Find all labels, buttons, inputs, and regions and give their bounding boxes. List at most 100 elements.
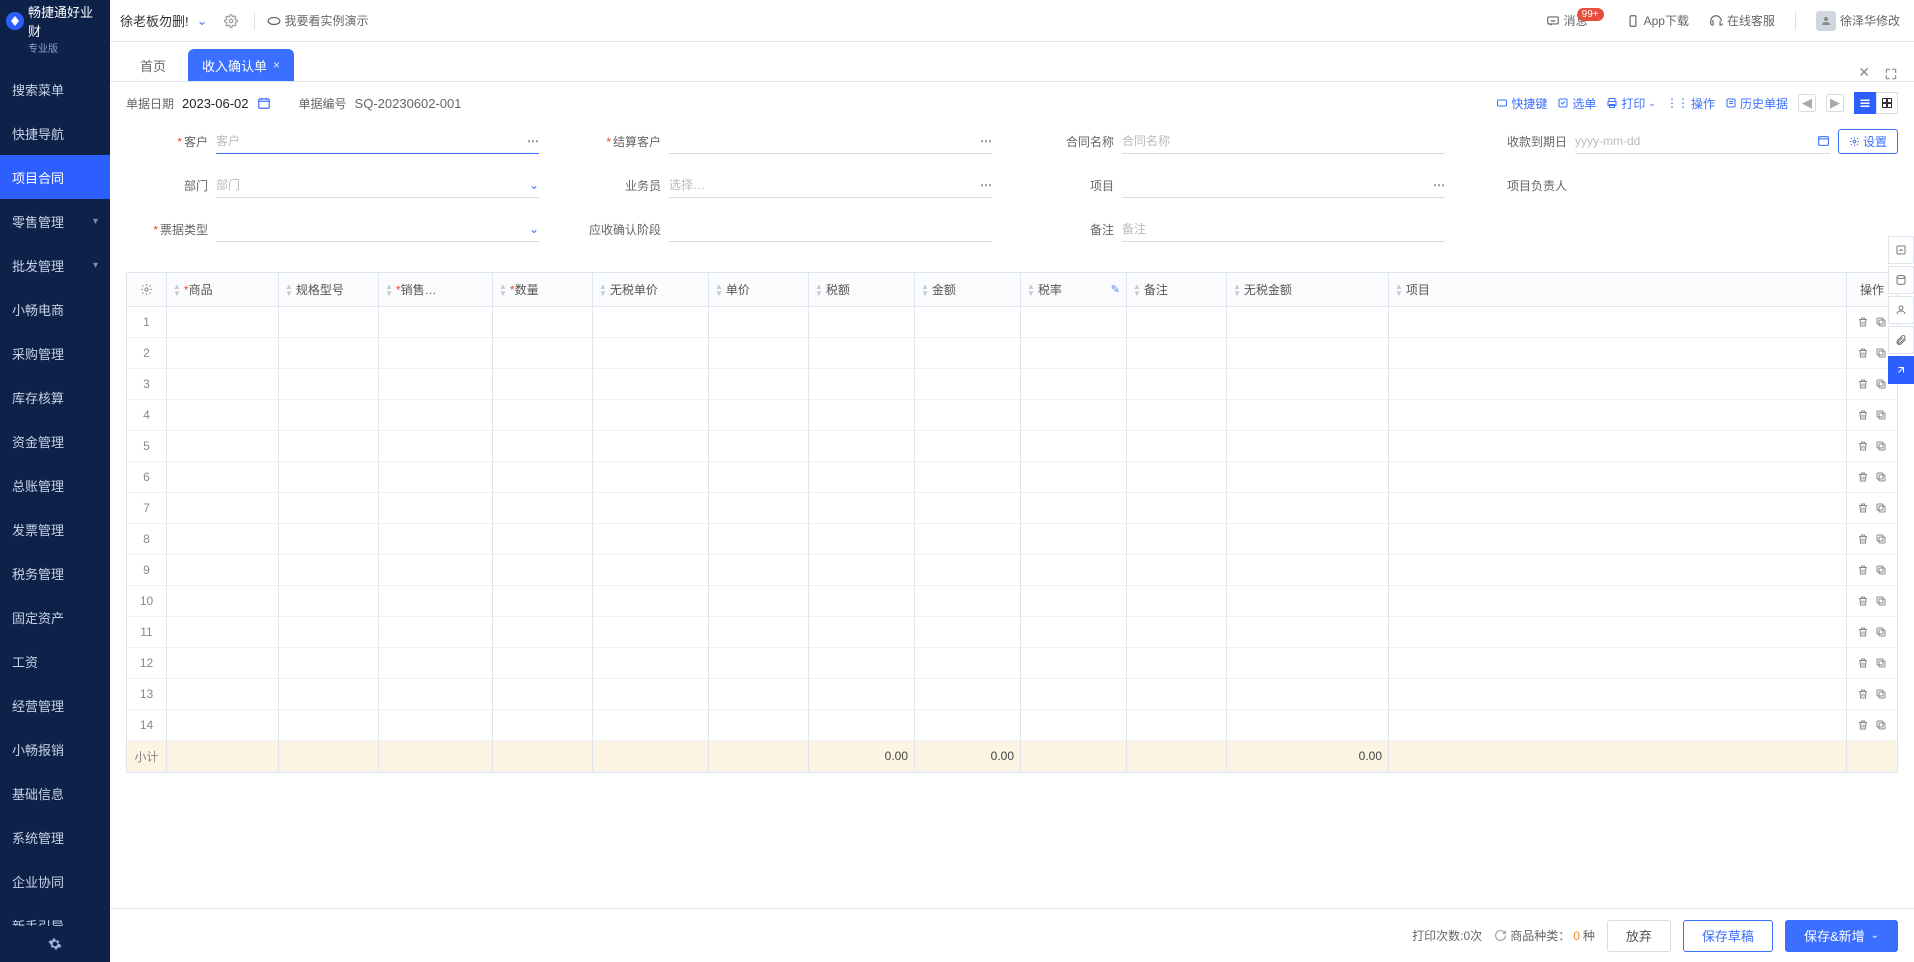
cell-tax-amount[interactable] (809, 617, 915, 647)
cell-spec[interactable] (279, 524, 379, 554)
cell-spec[interactable] (279, 493, 379, 523)
cell-notax-price[interactable] (593, 493, 709, 523)
table-row[interactable]: 3 (127, 369, 1897, 400)
cell-tax-amount[interactable] (809, 710, 915, 740)
delete-row-icon[interactable] (1857, 316, 1869, 328)
more-icon[interactable]: ⋯ (1433, 178, 1445, 192)
app-download-button[interactable]: App下载 (1622, 12, 1693, 29)
cell-memo[interactable] (1127, 524, 1227, 554)
copy-row-icon[interactable] (1875, 533, 1887, 545)
cell-price[interactable] (709, 400, 809, 430)
sidebar-item[interactable]: 税务管理 (0, 551, 110, 595)
prev-doc-button[interactable]: ◀ (1798, 94, 1816, 112)
col-price[interactable]: ▲▼单价 (709, 273, 809, 306)
cell-spec[interactable] (279, 710, 379, 740)
cell-product[interactable] (167, 462, 279, 492)
table-row[interactable]: 11 (127, 617, 1897, 648)
cell-product[interactable] (167, 617, 279, 647)
sidebar-settings[interactable] (0, 926, 110, 962)
cell-spec[interactable] (279, 462, 379, 492)
sidebar-item[interactable]: 固定资产 (0, 595, 110, 639)
cell-amount[interactable] (915, 462, 1021, 492)
cell-sale[interactable] (379, 679, 493, 709)
delete-row-icon[interactable] (1857, 688, 1869, 700)
dept-input[interactable]: 部门 ⌄ (216, 172, 539, 198)
select-doc-button[interactable]: 选单 (1557, 95, 1596, 112)
cell-qty[interactable] (493, 431, 593, 461)
sidebar-item[interactable]: 快捷导航 (0, 111, 110, 155)
cell-notax-amount[interactable] (1227, 400, 1389, 430)
project-input[interactable]: ⋯ (1122, 172, 1445, 198)
more-icon[interactable]: ⋯ (527, 134, 539, 148)
cell-tax-amount[interactable] (809, 369, 915, 399)
table-row[interactable]: 7 (127, 493, 1897, 524)
cell-amount[interactable] (915, 431, 1021, 461)
cell-product[interactable] (167, 679, 279, 709)
cell-qty[interactable] (493, 679, 593, 709)
tool-attachment-icon[interactable] (1888, 326, 1914, 354)
cell-tax-rate[interactable] (1021, 431, 1127, 461)
cell-qty[interactable] (493, 524, 593, 554)
sidebar-item[interactable]: 搜索菜单 (0, 67, 110, 111)
cell-notax-price[interactable] (593, 524, 709, 554)
cell-project[interactable] (1389, 431, 1847, 461)
table-row[interactable]: 12 (127, 648, 1897, 679)
more-icon[interactable]: ⋯ (980, 134, 992, 148)
account-selector[interactable]: 徐老板勿删! ⌄ (120, 11, 208, 30)
cell-notax-amount[interactable] (1227, 338, 1389, 368)
cell-notax-price[interactable] (593, 586, 709, 616)
calendar-icon[interactable] (1817, 134, 1830, 147)
cell-memo[interactable] (1127, 493, 1227, 523)
cell-tax-amount[interactable] (809, 493, 915, 523)
cell-notax-price[interactable] (593, 431, 709, 461)
cell-sale[interactable] (379, 493, 493, 523)
cell-memo[interactable] (1127, 710, 1227, 740)
copy-row-icon[interactable] (1875, 409, 1887, 421)
cell-tax-amount[interactable] (809, 338, 915, 368)
table-row[interactable]: 13 (127, 679, 1897, 710)
delete-row-icon[interactable] (1857, 657, 1869, 669)
cell-notax-price[interactable] (593, 338, 709, 368)
cell-amount[interactable] (915, 586, 1021, 616)
table-row[interactable]: 9 (127, 555, 1897, 586)
tool-card-icon[interactable] (1888, 236, 1914, 264)
sidebar-item[interactable]: 库存核算 (0, 375, 110, 419)
cell-memo[interactable] (1127, 555, 1227, 585)
cell-memo[interactable] (1127, 679, 1227, 709)
delete-row-icon[interactable] (1857, 409, 1869, 421)
table-row[interactable]: 8 (127, 524, 1897, 555)
table-row[interactable]: 1 (127, 307, 1897, 338)
table-row[interactable]: 14 (127, 710, 1897, 741)
cell-sale[interactable] (379, 307, 493, 337)
table-row[interactable]: 5 (127, 431, 1897, 462)
cell-tax-rate[interactable] (1021, 648, 1127, 678)
cell-sale[interactable] (379, 648, 493, 678)
cell-tax-amount[interactable] (809, 679, 915, 709)
cell-memo[interactable] (1127, 307, 1227, 337)
cell-price[interactable] (709, 369, 809, 399)
col-spec[interactable]: ▲▼规格型号 (279, 273, 379, 306)
calendar-icon[interactable] (257, 96, 271, 110)
tool-storage-icon[interactable] (1888, 266, 1914, 294)
cell-product[interactable] (167, 307, 279, 337)
sidebar-item[interactable]: 小畅报销 (0, 727, 110, 771)
cell-memo[interactable] (1127, 400, 1227, 430)
cell-notax-price[interactable] (593, 617, 709, 647)
table-row[interactable]: 2 (127, 338, 1897, 369)
cell-tax-amount[interactable] (809, 586, 915, 616)
cell-notax-amount[interactable] (1227, 648, 1389, 678)
cell-project[interactable] (1389, 524, 1847, 554)
copy-row-icon[interactable] (1875, 719, 1887, 731)
col-project[interactable]: ▲▼项目 (1389, 273, 1847, 306)
cell-project[interactable] (1389, 369, 1847, 399)
sidebar-item[interactable]: 经营管理 (0, 683, 110, 727)
cell-sale[interactable] (379, 710, 493, 740)
sidebar-item[interactable]: 基础信息 (0, 771, 110, 815)
cell-amount[interactable] (915, 555, 1021, 585)
cell-spec[interactable] (279, 679, 379, 709)
cell-qty[interactable] (493, 586, 593, 616)
settings-icon[interactable] (220, 10, 242, 32)
cell-product[interactable] (167, 431, 279, 461)
col-tax-amount[interactable]: ▲▼税额 (809, 273, 915, 306)
delete-row-icon[interactable] (1857, 347, 1869, 359)
